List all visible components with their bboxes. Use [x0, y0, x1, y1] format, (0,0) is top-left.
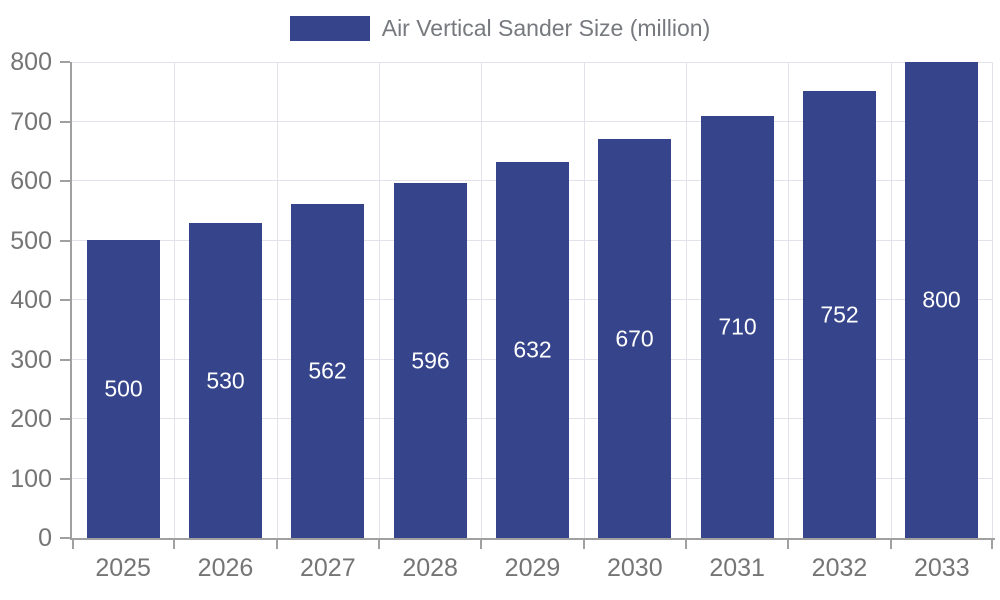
y-tick-label: 100 [10, 464, 52, 493]
y-axis-tick [60, 477, 70, 480]
legend-label: Air Vertical Sander Size (million) [381, 15, 711, 41]
y-axis-tick [60, 299, 70, 301]
bar: 632 [496, 162, 569, 538]
v-gridline [174, 62, 176, 538]
y-axis-tick [60, 358, 70, 361]
v-gridline [686, 62, 687, 538]
x-tick-label: 2029 [504, 554, 561, 582]
bar-value-label: 596 [411, 347, 450, 373]
x-axis-line [70, 538, 995, 540]
bar-value-label: 530 [206, 367, 245, 393]
v-gridline [583, 62, 585, 538]
x-tick-label: 2027 [300, 554, 356, 582]
y-axis-tick [60, 120, 70, 123]
x-axis-tick [582, 538, 585, 549]
x-axis-tick [787, 538, 790, 549]
x-axis-tick [685, 538, 687, 549]
bar: 596 [394, 183, 467, 538]
x-axis-tick [378, 538, 380, 549]
v-gridline [481, 62, 483, 538]
bar-value-label: 800 [922, 286, 961, 313]
y-axis-tick [60, 180, 70, 182]
x-tick-label: 2028 [402, 554, 458, 582]
v-gridline [992, 62, 993, 538]
bar-value-label: 670 [615, 325, 654, 351]
v-gridline [890, 62, 892, 538]
y-axis-tick [60, 418, 70, 420]
v-gridline [379, 62, 380, 538]
bar: 670 [598, 139, 671, 538]
x-axis-tick [72, 538, 74, 549]
y-tick-label: 800 [10, 48, 52, 76]
bar: 500 [87, 240, 160, 538]
x-tick-label: 2026 [197, 554, 254, 582]
x-tick-label: 2025 [95, 554, 151, 582]
y-axis-tick [60, 61, 70, 63]
x-tick-label: 2030 [607, 554, 663, 582]
bar-value-label: 500 [104, 375, 143, 402]
x-axis-tick [480, 538, 483, 549]
x-axis-tick [275, 538, 278, 549]
x-axis-tick [173, 538, 176, 549]
x-tick-label: 2032 [811, 554, 868, 582]
y-tick-label: 500 [10, 226, 52, 255]
y-axis-line [70, 62, 72, 540]
v-gridline [788, 62, 790, 538]
x-axis-tick [889, 538, 892, 549]
h-gridline [72, 120, 993, 122]
plot-area: 0 100 200 300 400 500 600 700 800 500 2025 530 2026 5… [10, 48, 993, 582]
bar: 800 [905, 62, 978, 538]
y-tick-label: 600 [10, 167, 52, 195]
bar-value-label: 562 [308, 357, 347, 384]
bar: 710 [701, 116, 774, 538]
legend-swatch [289, 16, 370, 41]
bar-value-label: 632 [513, 336, 552, 363]
y-axis-tick [60, 537, 70, 539]
x-tick-label: 2031 [709, 554, 765, 582]
legend: Air Vertical Sander Size (million) [0, 16, 1000, 41]
v-gridline [276, 62, 278, 538]
bar-value-label: 752 [820, 301, 859, 327]
y-tick-label: 300 [10, 345, 52, 374]
y-tick-label: 400 [10, 286, 52, 314]
x-tick-label: 2033 [914, 554, 970, 582]
y-tick-label: 700 [10, 107, 52, 136]
bar: 562 [291, 204, 364, 538]
bar-value-label: 710 [718, 313, 757, 340]
h-gridline [72, 62, 993, 63]
x-axis-tick [991, 538, 993, 549]
bar: 530 [189, 223, 262, 538]
bar: 752 [803, 91, 876, 538]
y-tick-label: 0 [38, 524, 52, 552]
y-axis-tick [60, 239, 70, 242]
y-tick-label: 200 [10, 405, 52, 433]
